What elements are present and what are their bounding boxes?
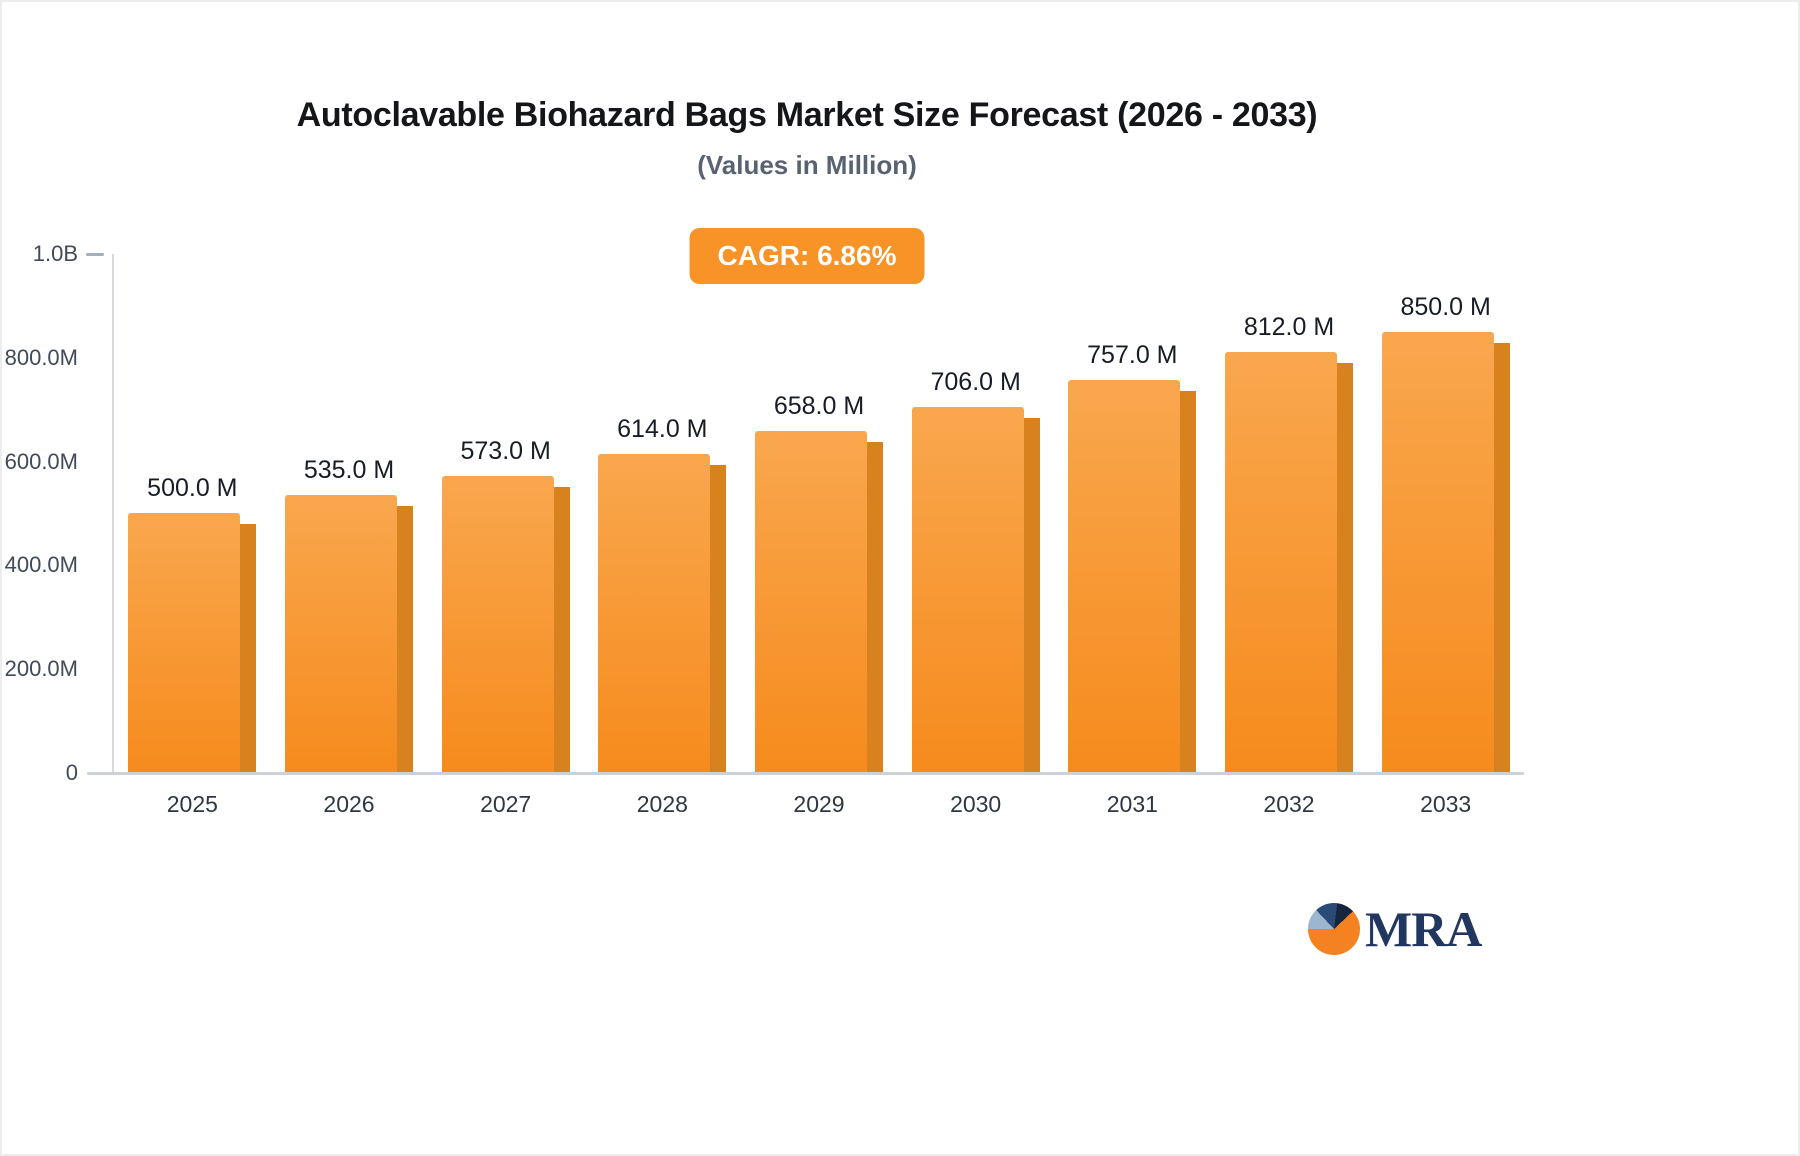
bar-side-face (710, 465, 727, 773)
mra-logo: MRA (1308, 901, 1482, 957)
mra-logo-pie-icon (1308, 903, 1360, 955)
y-axis: 1.0B 800.0M 600.0M 400.0M 200.0M 0 (2, 241, 112, 785)
bar-side-face (867, 442, 883, 773)
y-tick-label: 0 (65, 760, 78, 785)
y-tick-label: 600.0M (4, 448, 78, 474)
x-tick-label: 2031 (1106, 791, 1158, 817)
bar-value-label: 757.0 M (1087, 341, 1178, 369)
bar-side-face (1493, 343, 1510, 773)
x-tick-label: 2025 (166, 791, 218, 817)
bar-side-face (553, 487, 570, 773)
bar (1225, 352, 1337, 773)
bar-value-label: 812.0 M (1243, 313, 1335, 341)
bar-side-face (1180, 391, 1197, 773)
chart-subtitle: (Values in Million) (697, 150, 917, 180)
bar (598, 454, 711, 773)
bar (441, 476, 554, 773)
x-tick-label: 2033 (1420, 791, 1472, 817)
bar (1068, 380, 1181, 773)
bar-side-face (1337, 363, 1353, 773)
x-tick-label: 2029 (793, 791, 845, 817)
bar-value-label: 658.0 M (773, 392, 865, 420)
x-tick-label: 2030 (950, 791, 1002, 817)
x-tick-label: 2027 (480, 791, 532, 817)
bar (755, 431, 867, 773)
y-tick-mark (86, 253, 104, 256)
bar-value-label: 614.0 M (617, 415, 708, 443)
x-tick-label: 2032 (1263, 791, 1315, 817)
bar-value-label: 535.0 M (303, 456, 395, 484)
bar-value-label: 573.0 M (460, 437, 551, 465)
x-axis-line (87, 772, 1524, 775)
bar-side-face (397, 506, 413, 773)
chart-title: Autoclavable Biohazard Bags Market Size … (296, 96, 1318, 134)
bar-value-label: 706.0 M (930, 368, 1021, 396)
mra-logo-text: MRA (1365, 901, 1482, 957)
y-tick-label: 800.0M (4, 344, 78, 370)
bar-side-face (240, 524, 257, 773)
bar (285, 495, 397, 773)
bar-value-label: 500.0 M (147, 474, 238, 502)
cagr-badge: CAGR: 6.86% (689, 228, 925, 284)
x-tick-label: 2026 (323, 791, 375, 817)
bar (911, 407, 1024, 773)
bar (1381, 332, 1494, 773)
plot-area: 500.0 M 2025 535.0 M 2026 573.0 M 2027 614.0 M… (112, 254, 1524, 817)
y-tick-label: 400.0M (4, 552, 78, 578)
bar-value-label: 850.0 M (1400, 293, 1491, 321)
y-tick-label: 200.0M (4, 656, 78, 682)
y-tick-label: 1.0B (32, 241, 78, 266)
x-tick-label: 2028 (636, 791, 688, 817)
bar-side-face (1023, 418, 1040, 773)
bar (128, 513, 241, 773)
